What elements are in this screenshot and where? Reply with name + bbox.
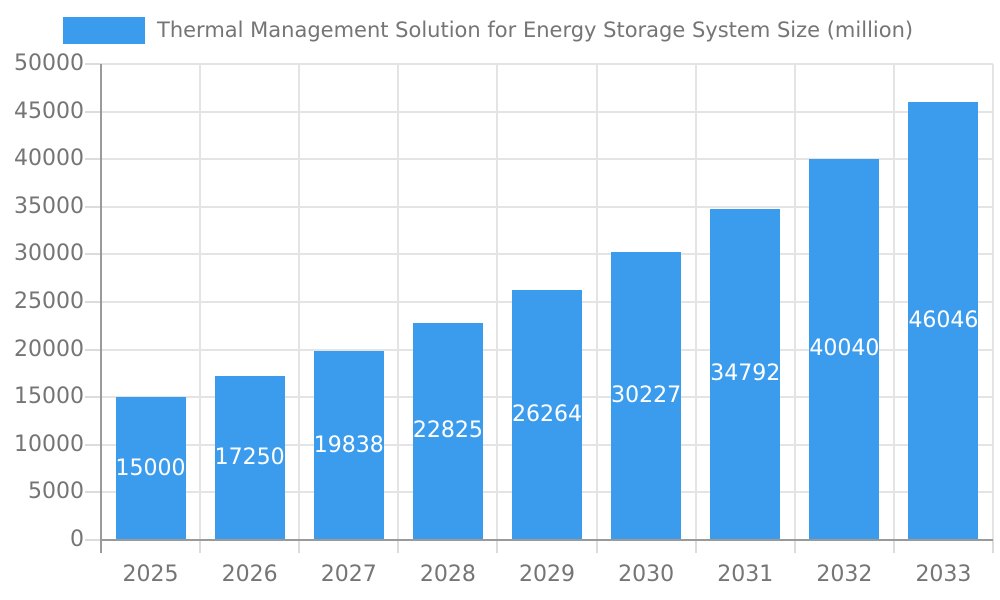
gridline-horizontal (101, 253, 993, 256)
y-tick-mark (85, 253, 101, 256)
y-tick-mark (85, 491, 101, 494)
y-axis-tick-label: 20000 (14, 336, 84, 362)
x-tick-mark (496, 540, 499, 553)
y-axis-tick-label: 10000 (14, 431, 84, 457)
x-axis-tick-label: 2028 (419, 562, 476, 587)
bar[interactable] (809, 158, 880, 540)
y-axis-tick-label: 40000 (14, 146, 84, 172)
x-axis-tick-label: 2025 (122, 562, 179, 587)
x-axis-tick-label: 2030 (618, 562, 675, 587)
bar[interactable] (512, 289, 582, 540)
gridline-vertical (298, 64, 301, 540)
y-axis-tick-label: 25000 (14, 289, 84, 314)
bar[interactable] (412, 322, 483, 540)
x-axis-tick-label: 2033 (915, 562, 972, 587)
y-axis-tick-label: 45000 (14, 98, 84, 124)
bar[interactable] (611, 252, 682, 540)
legend-item[interactable]: Thermal Management Solution for Energy S… (63, 15, 913, 45)
gridline-vertical (595, 64, 598, 540)
x-axis-tick-label: 2029 (519, 562, 575, 587)
legend-label: Thermal Management Solution for Energy S… (157, 18, 914, 42)
x-tick-mark (992, 540, 994, 553)
bar[interactable] (313, 351, 384, 540)
bar[interactable] (710, 208, 781, 540)
gridline-vertical (694, 64, 697, 540)
y-tick-mark (85, 301, 101, 303)
x-tick-mark (595, 540, 598, 553)
y-tick-mark (85, 348, 101, 351)
bar[interactable] (908, 101, 979, 540)
y-tick-mark (85, 539, 101, 541)
y-tick-mark (85, 205, 101, 208)
x-tick-mark (298, 540, 301, 553)
gridline-vertical (892, 64, 895, 540)
y-axis-tick-label: 35000 (14, 193, 84, 219)
bar-value-label: 46046 (908, 307, 979, 333)
gridline-vertical (397, 64, 400, 540)
bar-value-label: 34792 (710, 361, 781, 387)
bar-value-label: 30227 (611, 383, 682, 409)
gridline-horizontal (101, 158, 993, 161)
gridline-horizontal (101, 63, 993, 65)
bar-value-label: 40040 (809, 336, 880, 362)
gridline-vertical (496, 64, 499, 540)
y-tick-mark (85, 158, 101, 161)
y-axis-tick-label: 5000 (28, 479, 84, 505)
gridline-vertical (793, 64, 796, 540)
x-axis-tick-label: 2032 (816, 562, 873, 587)
x-axis-tick-label: 2031 (717, 562, 774, 587)
y-axis-tick-label: 0 (70, 527, 84, 552)
gridline-vertical (199, 64, 202, 540)
bar[interactable] (214, 375, 285, 540)
x-axis-tick-label: 2026 (221, 562, 278, 587)
y-tick-mark (85, 396, 101, 399)
x-tick-mark (892, 540, 895, 553)
y-axis-tick-label: 50000 (14, 51, 84, 76)
y-axis-tick-label: 15000 (14, 384, 84, 410)
y-axis-line (100, 64, 102, 553)
gridline-vertical (992, 64, 994, 540)
bar-value-label: 26264 (512, 401, 582, 427)
x-tick-mark (694, 540, 697, 553)
x-axis-line (101, 539, 993, 541)
bar-value-label: 17250 (214, 444, 285, 470)
x-tick-mark (199, 540, 202, 553)
y-tick-mark (85, 110, 101, 113)
x-tick-mark (793, 540, 796, 553)
x-tick-mark (397, 540, 400, 553)
y-axis-tick-label: 30000 (14, 241, 84, 267)
y-tick-mark (85, 443, 101, 446)
bar-value-label: 15000 (115, 455, 186, 481)
gridline-horizontal (101, 110, 993, 113)
plot-area: 15000 17250 19838 22825 26264 30227 34792 40040… (101, 63, 994, 540)
bar-value-label: 19838 (313, 432, 384, 458)
legend-swatch (63, 16, 145, 44)
x-axis-tick-label: 2027 (320, 562, 377, 587)
y-tick-mark (85, 63, 101, 65)
bar-value-label: 22825 (412, 418, 483, 444)
gridline-horizontal (101, 205, 993, 208)
bar[interactable] (115, 397, 186, 540)
